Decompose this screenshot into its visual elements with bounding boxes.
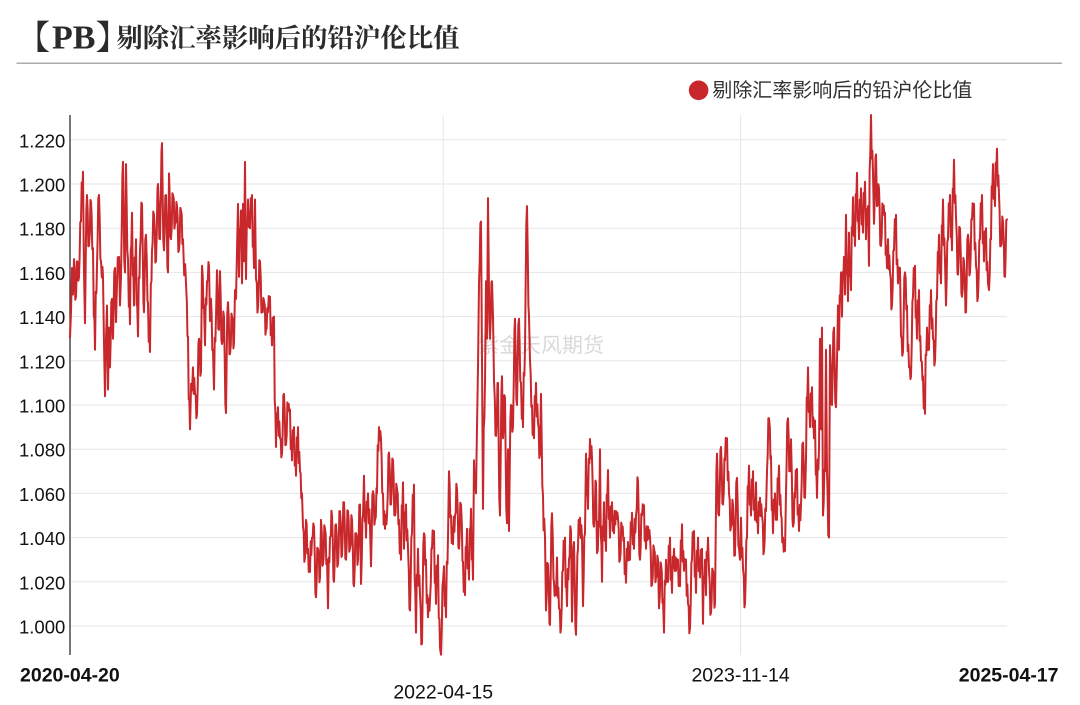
svg-text:1.100: 1.100 (19, 396, 65, 417)
svg-text:1.040: 1.040 (19, 528, 65, 549)
svg-text:2023-11-14: 2023-11-14 (691, 664, 789, 686)
svg-text:1.220: 1.220 (19, 130, 65, 151)
svg-text:2020-04-20: 2020-04-20 (20, 664, 120, 686)
svg-text:2022-04-15: 2022-04-15 (393, 682, 493, 704)
svg-text:2025-04-17: 2025-04-17 (959, 664, 1059, 686)
svg-text:1.020: 1.020 (19, 572, 65, 593)
svg-text:1.000: 1.000 (19, 617, 65, 638)
svg-text:1.200: 1.200 (19, 175, 65, 196)
svg-text:PB: PB (52, 20, 95, 57)
svg-text:1.120: 1.120 (19, 351, 65, 372)
svg-text:1.080: 1.080 (19, 440, 65, 461)
svg-text:1.060: 1.060 (19, 484, 65, 505)
svg-text:1.160: 1.160 (19, 263, 65, 284)
svg-text:1.140: 1.140 (19, 307, 65, 328)
svg-text:1.180: 1.180 (19, 219, 65, 240)
